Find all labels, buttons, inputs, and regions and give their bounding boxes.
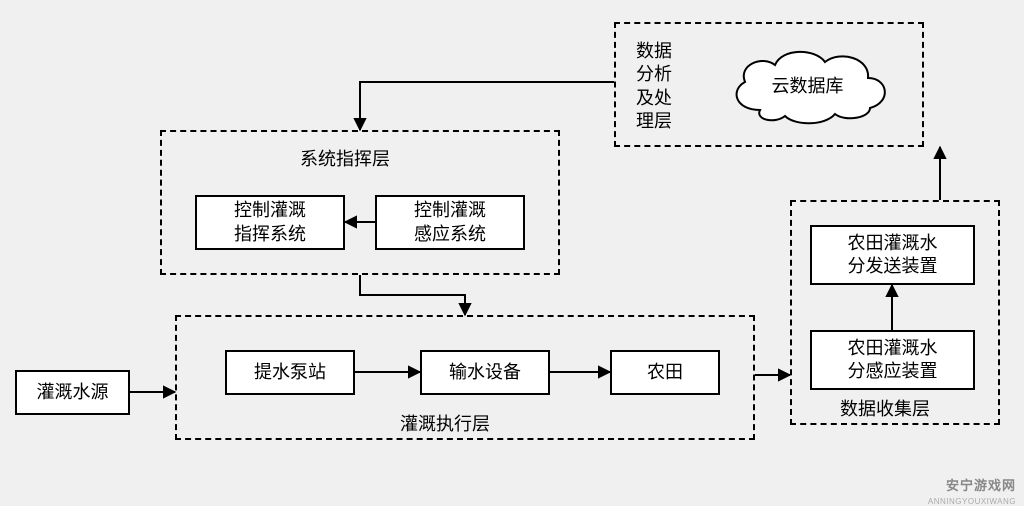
node-control-command-system: 控制灌溉 指挥系统 xyxy=(195,195,345,250)
node-moisture-send-device: 农田灌溉水 分发送装置 xyxy=(810,225,975,285)
watermark-subtext: ANNINGYOUXIWANG xyxy=(928,497,1016,506)
edge-analysis-to-command xyxy=(360,82,614,130)
group-collect-layer-label: 数据收集层 xyxy=(840,398,930,421)
cloud-database-label: 云数据库 xyxy=(772,72,844,98)
node-pump-station: 提水泵站 xyxy=(225,350,355,395)
node-farmland: 农田 xyxy=(610,350,720,395)
node-moisture-sensor-device: 农田灌溉水 分感应装置 xyxy=(810,330,975,390)
group-exec-layer-label: 灌溉执行层 xyxy=(400,413,490,436)
edge-command-to-exec xyxy=(360,275,465,315)
watermark-text: 安宁游戏网 xyxy=(946,475,1016,494)
cloud-database: 云数据库 xyxy=(720,40,895,130)
node-water-transport: 输水设备 xyxy=(420,350,550,395)
group-command-layer-label: 系统指挥层 xyxy=(300,148,390,171)
node-control-sensing-system: 控制灌溉 感应系统 xyxy=(375,195,525,250)
node-irrigation-source: 灌溉水源 xyxy=(15,370,130,415)
group-analysis-layer-label: 数据 分析 及处 理层 xyxy=(636,40,672,134)
